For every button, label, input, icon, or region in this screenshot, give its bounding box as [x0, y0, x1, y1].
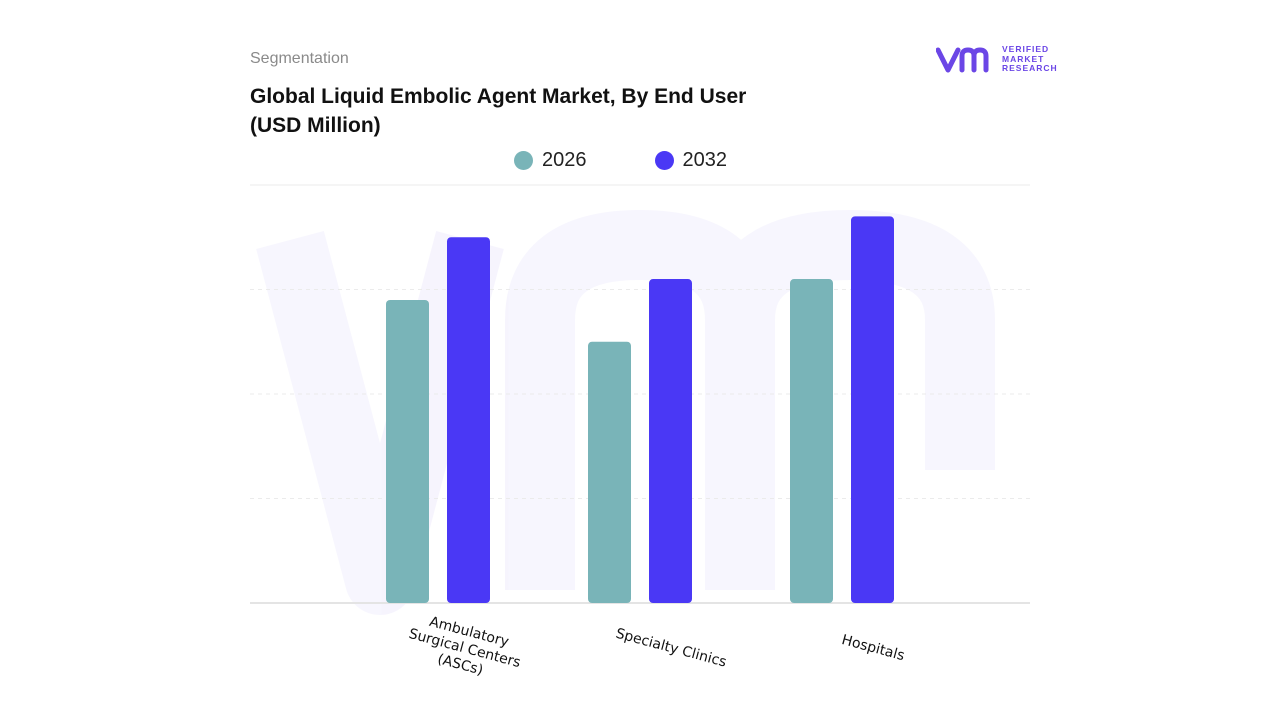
legend-dot-2032	[654, 151, 674, 170]
legend-item-2032: 2032	[654, 149, 728, 172]
bar-2032-2	[649, 279, 692, 603]
legend-dot-2026	[514, 151, 533, 170]
bar-2026-1	[386, 299, 429, 603]
chart-legend: 2026 2032	[514, 149, 795, 172]
legend-item-2026: 2026	[514, 149, 587, 172]
grid-lines	[250, 184, 1030, 604]
vmr-logo-icon	[936, 47, 989, 73]
bar-2026-3	[790, 279, 833, 603]
bar-2032-3	[851, 216, 894, 603]
segmentation-label: Segmentation	[250, 50, 349, 67]
bar-2026-2	[588, 341, 631, 603]
legend-label-2026: 2026	[542, 149, 587, 171]
chart-title: Global Liquid Embolic Agent Market, By E…	[250, 85, 747, 137]
legend-label-2032: 2032	[682, 149, 728, 171]
x-tick-label: Specialty Clinics	[614, 626, 728, 671]
bar-2032-1	[447, 237, 490, 603]
x-tick-label: AmbulatorySurgical Centers(ASCs)	[403, 610, 527, 688]
x-tick-label: Hospitals	[840, 632, 906, 664]
watermark-logo	[256, 209, 995, 615]
x-axis-labels: AmbulatorySurgical Centers(ASCs) Specialt…	[403, 610, 906, 688]
bars	[386, 216, 894, 603]
vmr-logo-text: VERIFIED MARKET RESEARCH	[1002, 44, 1058, 73]
